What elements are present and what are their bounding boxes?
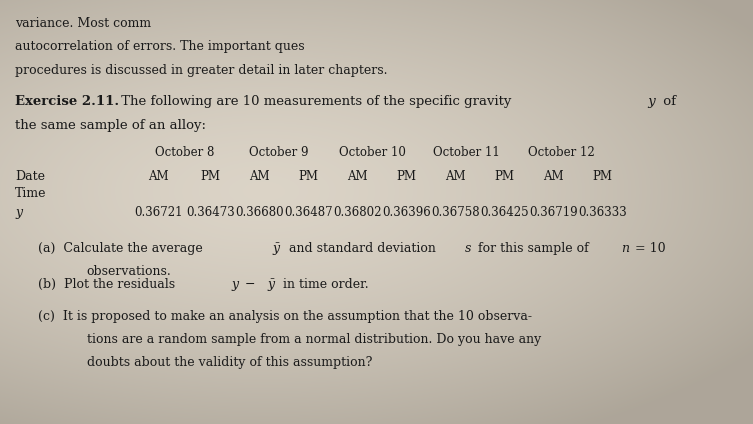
Text: PM: PM [593, 170, 612, 183]
Text: AM: AM [543, 170, 564, 183]
Text: (b)  Plot the residuals: (b) Plot the residuals [38, 278, 178, 291]
Text: of: of [659, 95, 676, 109]
Text: = 10: = 10 [631, 242, 666, 255]
Text: October 8: October 8 [155, 146, 214, 159]
Text: tions are a random sample from a normal distribution. Do you have any: tions are a random sample from a normal … [87, 333, 541, 346]
Text: AM: AM [445, 170, 466, 183]
Text: Date: Date [15, 170, 45, 183]
Text: observations.: observations. [87, 265, 172, 278]
Text: for this sample of: for this sample of [474, 242, 593, 255]
Text: AM: AM [347, 170, 368, 183]
Text: procedures is discussed in greater detail in later chapters.: procedures is discussed in greater detai… [15, 64, 388, 77]
Text: Time: Time [15, 187, 47, 200]
Text: October 10: October 10 [340, 146, 406, 159]
Text: PM: PM [397, 170, 416, 183]
Text: doubts about the validity of this assumption?: doubts about the validity of this assump… [87, 356, 372, 369]
Text: and standard deviation: and standard deviation [285, 242, 440, 255]
Text: 0.36758: 0.36758 [431, 206, 480, 219]
Text: AM: AM [148, 170, 169, 183]
Text: variance. Most comm: variance. Most comm [15, 17, 151, 30]
Text: Exercise 2.11.: Exercise 2.11. [15, 95, 119, 109]
Text: 0.36473: 0.36473 [187, 206, 235, 219]
Text: 0.36333: 0.36333 [578, 206, 626, 219]
Text: 0.36680: 0.36680 [236, 206, 284, 219]
Text: ȳ: ȳ [267, 278, 274, 291]
Text: 0.36487: 0.36487 [285, 206, 333, 219]
Text: PM: PM [299, 170, 319, 183]
Text: the same sample of an alloy:: the same sample of an alloy: [15, 119, 206, 132]
Text: y: y [232, 278, 239, 291]
Text: October 11: October 11 [434, 146, 500, 159]
Text: in time order.: in time order. [279, 278, 368, 291]
Text: AM: AM [249, 170, 270, 183]
Text: −: − [241, 278, 260, 291]
Text: The following are 10 measurements of the specific gravity: The following are 10 measurements of the… [117, 95, 511, 109]
Text: n: n [621, 242, 630, 255]
Text: (a)  Calculate the average: (a) Calculate the average [38, 242, 206, 255]
Text: (c)  It is proposed to make an analysis on the assumption that the 10 observa-: (c) It is proposed to make an analysis o… [38, 310, 532, 323]
Text: y: y [15, 206, 22, 219]
Text: 0.36396: 0.36396 [383, 206, 431, 219]
Text: 0.36721: 0.36721 [134, 206, 182, 219]
Text: 0.36802: 0.36802 [334, 206, 382, 219]
Text: October 9: October 9 [248, 146, 309, 159]
Text: 0.36425: 0.36425 [480, 206, 529, 219]
Text: PM: PM [201, 170, 221, 183]
Text: ȳ: ȳ [273, 242, 279, 255]
Text: autocorrelation of errors. The important ques: autocorrelation of errors. The important… [15, 40, 305, 53]
Text: 0.36719: 0.36719 [529, 206, 578, 219]
Text: y: y [644, 95, 656, 109]
Text: October 12: October 12 [528, 146, 594, 159]
Text: s: s [465, 242, 471, 255]
Text: PM: PM [495, 170, 514, 183]
